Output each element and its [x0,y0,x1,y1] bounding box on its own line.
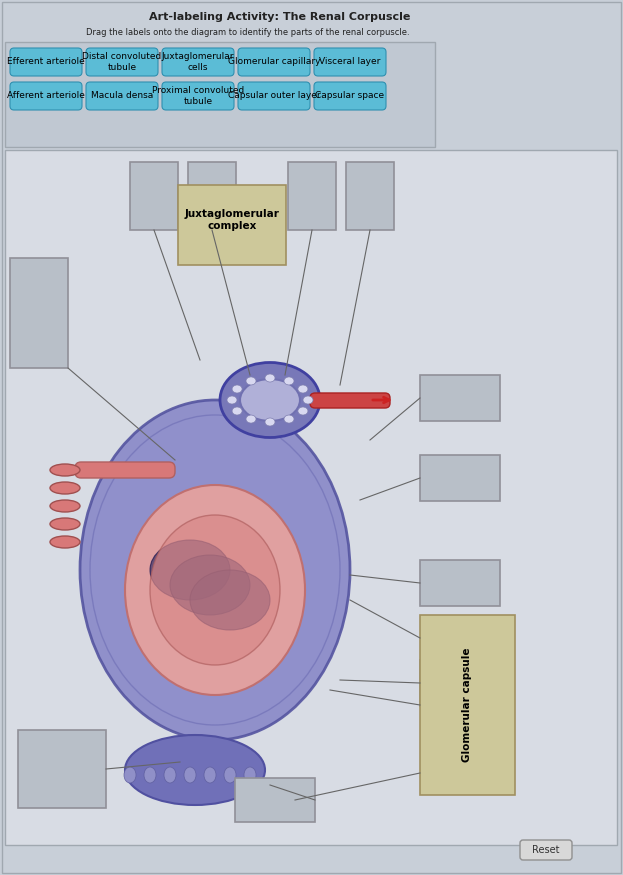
Text: Drag the labels onto the diagram to identify the parts of the renal corpuscle.: Drag the labels onto the diagram to iden… [87,28,410,37]
FancyBboxPatch shape [10,48,82,76]
Bar [5,42,435,147]
FancyBboxPatch shape [238,82,310,110]
Ellipse shape [150,540,230,600]
Text: Distal convoluted
tubule: Distal convoluted tubule [82,52,161,72]
Bar [420,660,500,706]
Bar [288,162,336,230]
Ellipse shape [50,500,80,512]
Ellipse shape [232,385,242,393]
Ellipse shape [190,570,270,630]
Ellipse shape [246,415,256,423]
Ellipse shape [204,767,216,783]
FancyBboxPatch shape [310,393,390,408]
Ellipse shape [124,767,136,783]
FancyBboxPatch shape [520,840,572,860]
Ellipse shape [284,415,294,423]
Text: Glomerular capsule: Glomerular capsule [462,648,472,762]
FancyBboxPatch shape [162,82,234,110]
Bar [5,150,617,845]
Bar [178,185,286,265]
Text: Visceral layer: Visceral layer [320,58,381,66]
Text: Macula densa: Macula densa [91,92,153,101]
Ellipse shape [303,396,313,404]
Text: Juxtaglomerular
complex: Juxtaglomerular complex [184,209,280,231]
Ellipse shape [224,767,236,783]
FancyBboxPatch shape [86,48,158,76]
Bar [130,162,178,230]
Bar [346,162,394,230]
Ellipse shape [298,385,308,393]
Ellipse shape [227,396,237,404]
Text: Capsular space: Capsular space [315,92,384,101]
FancyBboxPatch shape [238,48,310,76]
FancyBboxPatch shape [10,82,82,110]
Ellipse shape [50,518,80,530]
Bar [420,455,500,501]
Ellipse shape [90,415,340,725]
Bar [235,778,315,822]
Ellipse shape [265,374,275,382]
FancyBboxPatch shape [86,82,158,110]
Ellipse shape [246,377,256,385]
Bar [10,258,68,368]
Bar [420,375,500,421]
Ellipse shape [150,515,280,665]
Text: Afferent arteriole: Afferent arteriole [7,92,85,101]
Bar [188,162,236,230]
Ellipse shape [50,536,80,548]
Text: Glomerular capillary: Glomerular capillary [228,58,320,66]
FancyBboxPatch shape [75,462,175,478]
Bar [18,730,106,808]
Bar [420,615,515,795]
Ellipse shape [244,767,256,783]
Ellipse shape [50,464,80,476]
Text: Art-labeling Activity: The Renal Corpuscle: Art-labeling Activity: The Renal Corpusc… [149,12,410,22]
Text: Efferent arteriole: Efferent arteriole [7,58,85,66]
Ellipse shape [50,482,80,494]
Ellipse shape [164,767,176,783]
Ellipse shape [125,735,265,805]
Ellipse shape [298,407,308,415]
Text: Proximal convoluted
tubule: Proximal convoluted tubule [152,87,244,106]
FancyBboxPatch shape [314,48,386,76]
Ellipse shape [184,767,196,783]
Ellipse shape [220,362,320,438]
Ellipse shape [232,407,242,415]
Ellipse shape [170,555,250,615]
Ellipse shape [284,377,294,385]
FancyBboxPatch shape [162,48,234,76]
Ellipse shape [125,485,305,695]
Bar [420,560,500,606]
Ellipse shape [144,767,156,783]
FancyBboxPatch shape [314,82,386,110]
Ellipse shape [240,379,300,421]
Text: Juxtaglomerular
cells: Juxtaglomerular cells [162,52,234,72]
Ellipse shape [80,400,350,740]
Ellipse shape [265,418,275,426]
Text: Reset: Reset [532,845,559,855]
Text: Capsular outer layer: Capsular outer layer [227,92,320,101]
